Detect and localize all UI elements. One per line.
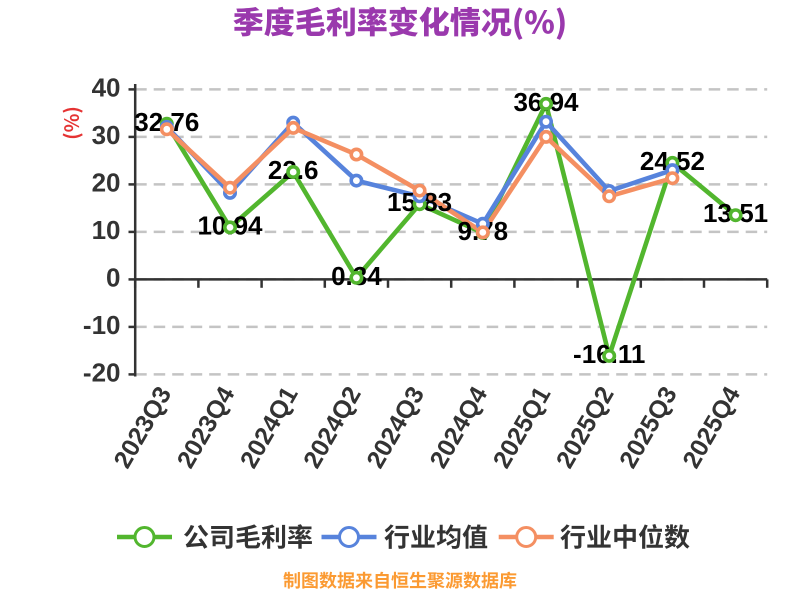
svg-text:30: 30 [92,120,121,150]
svg-text:0: 0 [106,262,120,292]
svg-text:-20: -20 [83,357,121,387]
svg-text:40: 40 [92,72,121,102]
svg-text:20: 20 [92,167,121,197]
svg-text:-10: -10 [83,310,121,340]
svg-text:10: 10 [92,215,121,245]
